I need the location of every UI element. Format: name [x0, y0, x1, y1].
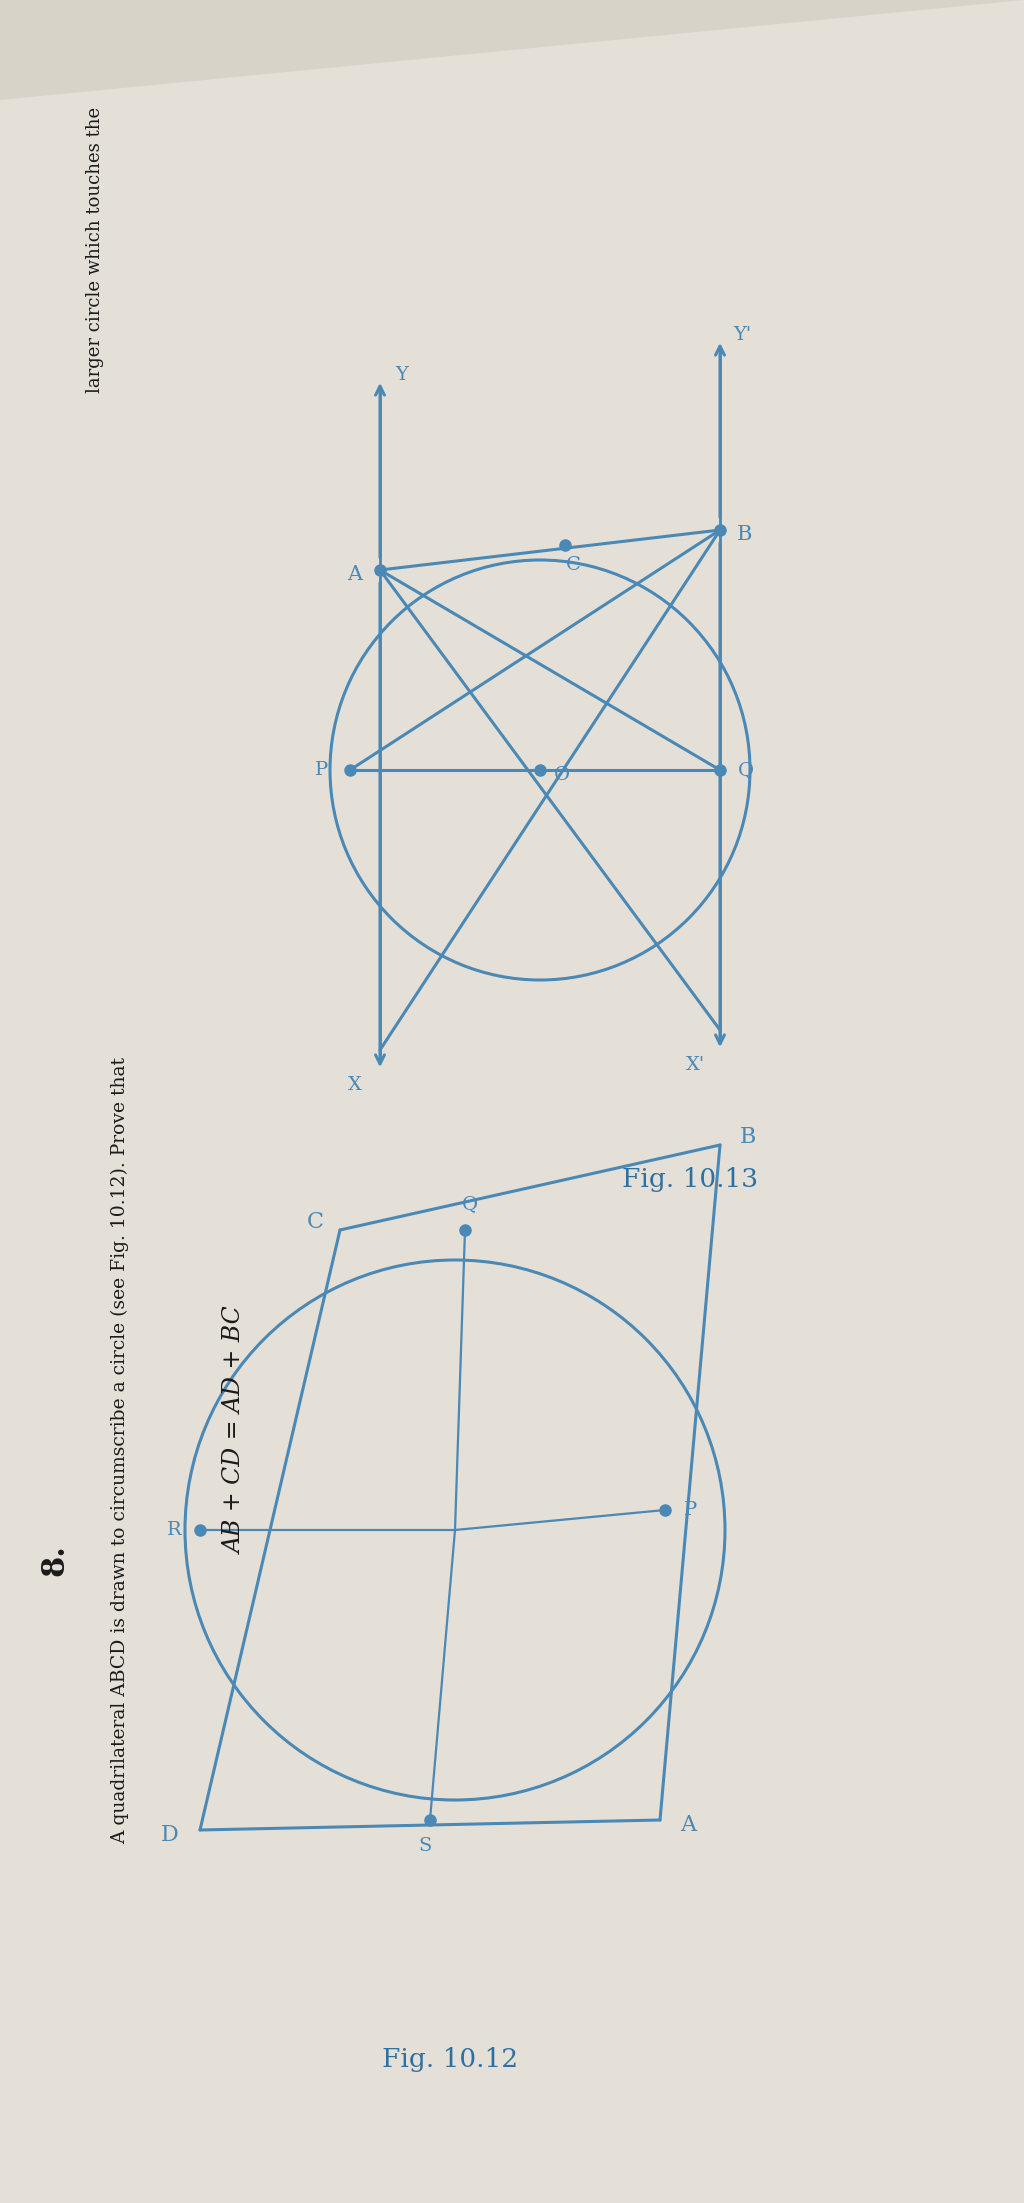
Text: D: D	[161, 1824, 179, 1846]
Text: Q: Q	[462, 1194, 478, 1214]
Text: C: C	[565, 555, 581, 575]
Text: Fig. 10.12: Fig. 10.12	[382, 2047, 518, 2073]
Text: X: X	[348, 1075, 361, 1095]
Text: P: P	[684, 1500, 697, 1520]
Text: A: A	[680, 1813, 696, 1835]
Text: X': X'	[685, 1055, 705, 1075]
Text: C: C	[306, 1212, 324, 1234]
Text: larger circle which touches the: larger circle which touches the	[86, 108, 104, 392]
Text: O: O	[554, 767, 570, 784]
Text: Y': Y'	[733, 326, 751, 344]
Text: AB + CD = AD + BC: AB + CD = AD + BC	[223, 1306, 247, 1553]
Text: A: A	[347, 566, 362, 584]
Text: B: B	[739, 1126, 756, 1148]
Text: Y: Y	[395, 366, 409, 383]
Text: 8.: 8.	[40, 1544, 71, 1575]
Text: R: R	[167, 1520, 181, 1540]
Text: A quadrilateral ABCD is drawn to circumscribe a circle (see Fig. 10.12). Prove t: A quadrilateral ABCD is drawn to circums…	[111, 1057, 129, 1844]
Text: Fig. 10.13: Fig. 10.13	[622, 1168, 758, 1192]
Text: B: B	[737, 527, 753, 544]
Text: P: P	[315, 760, 329, 780]
Text: Q: Q	[738, 760, 754, 780]
Text: S: S	[419, 1837, 432, 1855]
